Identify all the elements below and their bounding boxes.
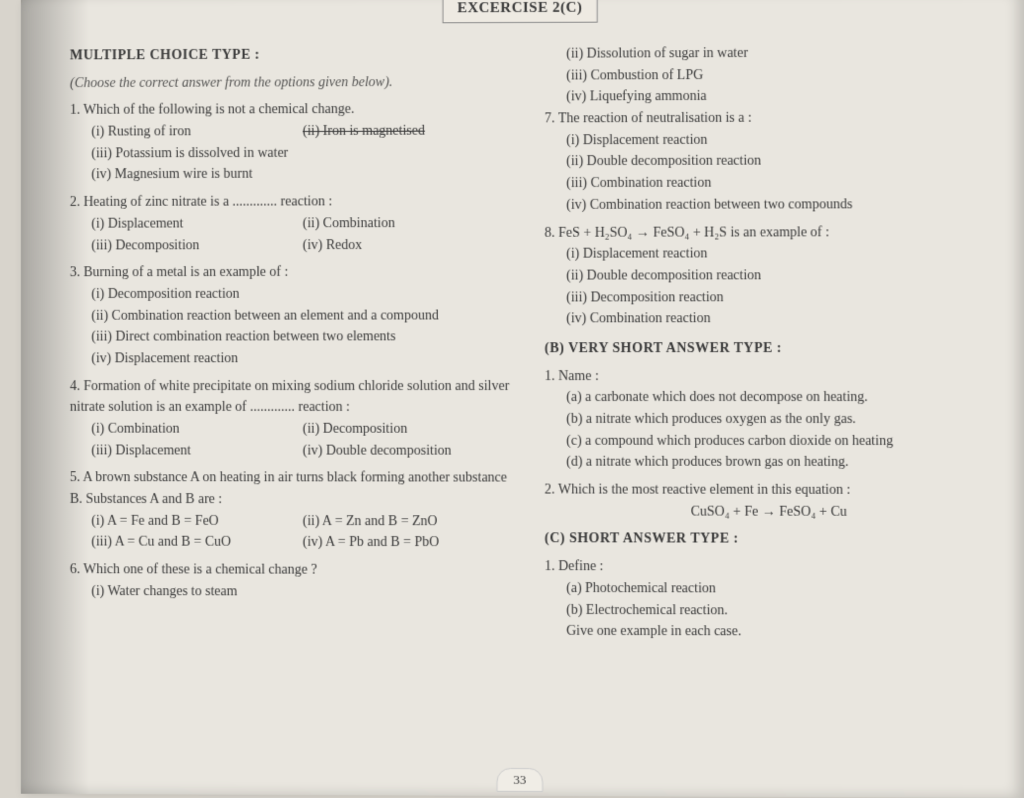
q8-opt-i: (i) Displacement reaction (566, 243, 994, 265)
right-column: (ii) Dissolution of sugar in water (iii)… (545, 42, 994, 650)
q3-text: 3. Burning of a metal is an example of : (70, 262, 515, 284)
exercise-label: EXCERCISE 2(C) (442, 0, 597, 24)
q5-opt-i: (i) A = Fe and B = FeO (91, 511, 302, 533)
c1-text: 1. Define : (545, 556, 994, 578)
question-6: 6. Which one of these is a chemical chan… (70, 559, 515, 603)
q3-opt-iv: (iv) Displacement reaction (91, 348, 514, 370)
b1-b: (b) a nitrate which produces oxygen as t… (566, 409, 994, 431)
q4-text: 4. Formation of white precipitate on mix… (70, 376, 515, 419)
page-number: 33 (497, 768, 543, 792)
q1-text: 1. Which of the following is not a chemi… (70, 99, 515, 122)
c1-a: (a) Photochemical reaction (566, 578, 994, 601)
q1-opt-iii: (iii) Potassium is dissolved in water (91, 142, 514, 165)
q8-opt-iii: (iii) Decomposition reaction (566, 287, 994, 309)
question-7: 7. The reaction of neutralisation is a :… (545, 107, 994, 216)
q4-opt-ii: (ii) Decomposition (303, 419, 515, 441)
q2-text: 2. Heating of zinc nitrate is a ........… (70, 191, 515, 213)
q5-opt-ii: (ii) A = Zn and B = ZnO (303, 511, 515, 533)
b2-text: 2. Which is the most reactive element in… (545, 480, 994, 502)
q3-opt-ii: (ii) Combination reaction between an ele… (91, 305, 514, 327)
q2-opt-i: (i) Displacement (91, 213, 302, 235)
q5-opt-iv: (iv) A = Pb and B = PbO (303, 532, 515, 554)
question-4: 4. Formation of white precipitate on mix… (70, 376, 515, 462)
q2-opt-iv: (iv) Redox (303, 234, 515, 256)
c1-give: Give one example in each case. (566, 621, 994, 644)
q4-opt-i: (i) Combination (91, 419, 302, 441)
b1-text: 1. Name : (545, 366, 994, 388)
b1-c: (c) a compound which produces carbon dio… (566, 431, 994, 453)
question-8: 8. FeS + H₂SO₄ → FeSO₄ + H₂S is an examp… (545, 222, 994, 331)
q8-opt-ii: (ii) Double decomposition reaction (566, 265, 994, 287)
b1-a: (a) a carbonate which does not decompose… (566, 387, 994, 409)
q7-opt-ii: (ii) Double decomposition reaction (566, 151, 994, 174)
section-c-title: (C) SHORT ANSWER TYPE : (545, 529, 994, 551)
q1-opt-i: (i) Rusting of iron (91, 121, 302, 143)
q3-opt-i: (i) Decomposition reaction (91, 283, 514, 305)
question-1: 1. Which of the following is not a chemi… (70, 99, 515, 186)
b-question-2: 2. Which is the most reactive element in… (545, 480, 994, 524)
q1-opt-ii: (ii) Iron is magnetised (303, 121, 515, 143)
b2-equation: CuSO₄ + Fe → FeSO₄ + Cu (545, 501, 994, 523)
q4-opt-iv: (iv) Double decomposition (303, 440, 515, 462)
q7-text: 7. The reaction of neutralisation is a : (545, 107, 994, 130)
q6-opt-iv: (iv) Liquefying ammonia (566, 85, 994, 108)
q1-opt-iv: (iv) Magnesium wire is burnt (91, 164, 514, 187)
instruction: (Choose the correct answer from the opti… (70, 71, 515, 94)
q5-text: 5. A brown substance A on heating in air… (70, 468, 515, 511)
section-b-title: (B) VERY SHORT ANSWER TYPE : (545, 338, 994, 360)
c1-b: (b) Electrochemical reaction. (566, 600, 994, 623)
q7-opt-iii: (iii) Combination reaction (566, 172, 994, 195)
q5-opt-iii: (iii) A = Cu and B = CuO (91, 532, 302, 554)
q7-opt-i: (i) Displacement reaction (566, 129, 994, 152)
question-2: 2. Heating of zinc nitrate is a ........… (70, 191, 515, 256)
q6-opt-ii: (ii) Dissolution of sugar in water (566, 42, 994, 65)
q3-opt-iii: (iii) Direct combination reaction betwee… (91, 327, 514, 349)
c-question-1: 1. Define : (a) Photochemical reaction (… (545, 556, 994, 643)
q6-text: 6. Which one of these is a chemical chan… (70, 559, 515, 581)
b1-d: (d) a nitrate which produces brown gas o… (566, 452, 994, 474)
b-question-1: 1. Name : (a) a carbonate which does not… (545, 366, 994, 474)
left-column: MULTIPLE CHOICE TYPE : (Choose the corre… (70, 44, 515, 649)
question-5: 5. A brown substance A on heating in air… (70, 468, 515, 555)
section-a-title: MULTIPLE CHOICE TYPE : (70, 44, 515, 67)
q6-opt-iii: (iii) Combustion of LPG (566, 64, 994, 87)
q7-opt-iv: (iv) Combination reaction between two co… (566, 194, 994, 216)
q6-opt-i: (i) Water changes to steam (91, 581, 514, 603)
question-3: 3. Burning of a metal is an example of :… (70, 262, 515, 370)
q1-opt-ii-text: (ii) Iron is magnetised (303, 124, 425, 139)
q8-text: 8. FeS + H₂SO₄ → FeSO₄ + H₂S is an examp… (545, 222, 994, 244)
q4-opt-iii: (iii) Displacement (91, 440, 302, 462)
q2-opt-iii: (iii) Decomposition (91, 235, 302, 257)
q8-opt-iv: (iv) Combination reaction (566, 308, 994, 330)
q2-opt-ii: (ii) Combination (303, 213, 515, 235)
